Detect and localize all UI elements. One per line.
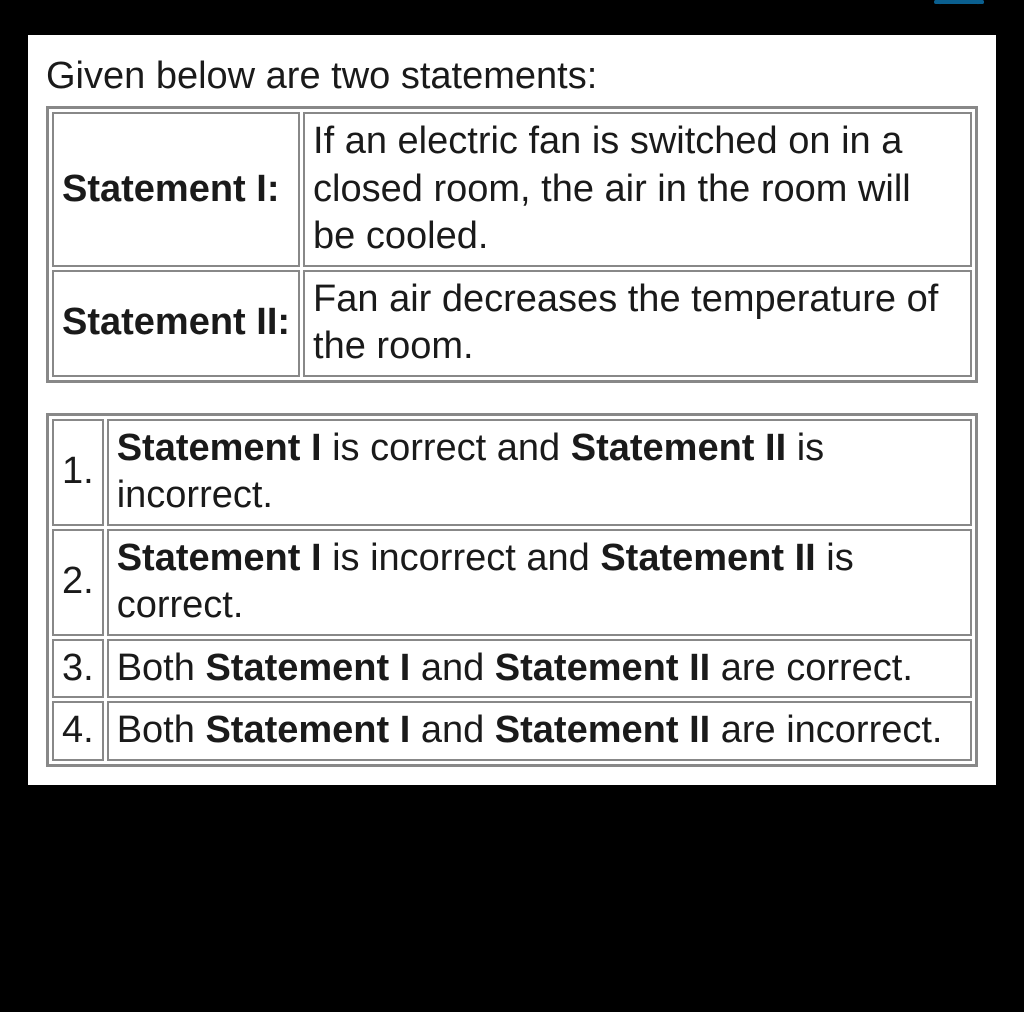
table-row: 3. Both Statement I and Statement II are…	[52, 639, 972, 699]
option-text: Statement I is correct and Statement II …	[107, 419, 972, 526]
table-row: Statement I: If an electric fan is switc…	[52, 112, 972, 267]
intro-text: Given below are two statements:	[46, 55, 978, 98]
statement-label: Statement II:	[52, 270, 300, 377]
option-number: 3.	[52, 639, 104, 699]
warning-icon	[934, 0, 984, 25]
options-table: 1. Statement I is correct and Statement …	[46, 413, 978, 767]
statement-label: Statement I:	[52, 112, 300, 267]
table-row: 2. Statement I is incorrect and Statemen…	[52, 529, 972, 636]
option-text: Both Statement I and Statement II are co…	[107, 639, 972, 699]
table-row: Statement II: Fan air decreases the temp…	[52, 270, 972, 377]
statements-table: Statement I: If an electric fan is switc…	[46, 106, 978, 383]
statement-text: If an electric fan is switched on in a c…	[303, 112, 972, 267]
table-row: 4. Both Statement I and Statement II are…	[52, 701, 972, 761]
question-card: Given below are two statements: Statemen…	[28, 35, 996, 785]
statement-text: Fan air decreases the temperature of the…	[303, 270, 972, 377]
option-text: Statement I is incorrect and Statement I…	[107, 529, 972, 636]
option-number: 2.	[52, 529, 104, 636]
option-number: 1.	[52, 419, 104, 526]
option-number: 4.	[52, 701, 104, 761]
table-row: 1. Statement I is correct and Statement …	[52, 419, 972, 526]
option-text: Both Statement I and Statement II are in…	[107, 701, 972, 761]
